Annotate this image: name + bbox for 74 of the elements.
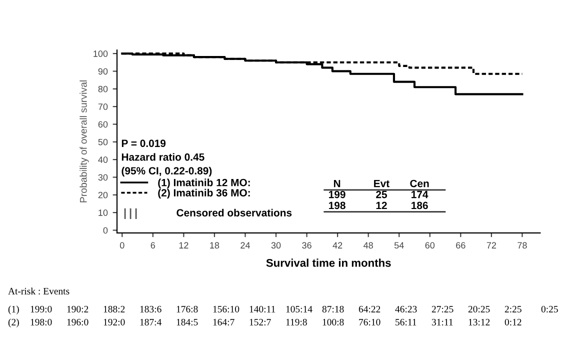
- text: 2:25: [504, 306, 522, 312]
- x-tick-label: 18: [210, 242, 220, 249]
- text: 187:4: [140, 318, 162, 326]
- text: 20:25: [468, 306, 490, 312]
- text: 184:5: [176, 318, 198, 326]
- text: 152:7: [250, 318, 271, 326]
- annotation: 25: [376, 190, 387, 198]
- text: 46:23: [395, 306, 417, 312]
- y-axis-title: Probability of overall survival: [80, 80, 89, 202]
- text: 192:0: [104, 318, 125, 326]
- annotation: (95% CI, 0.22-0.89): [122, 166, 212, 177]
- annotation: 12: [376, 202, 387, 210]
- text: 140:11: [250, 306, 276, 312]
- text: 0:12: [504, 318, 522, 326]
- annotation: 199: [329, 190, 346, 198]
- y-tick-label: 70: [98, 104, 108, 110]
- legend-label: (1) Imatinib 12 MO:: [158, 178, 250, 188]
- y-tick-label: 30: [98, 174, 108, 181]
- x-tick-label: 36: [302, 242, 312, 249]
- text: 13:12: [468, 318, 490, 326]
- text: 64:22: [358, 306, 380, 312]
- x-tick-label: 24: [240, 242, 250, 248]
- legend-label: (2) Imatinib 36 MO:: [158, 188, 250, 199]
- x-tick-label: 12: [179, 242, 188, 248]
- text: 100:8: [322, 318, 344, 326]
- x-tick-label: 54: [394, 242, 404, 249]
- annotation: Hazard ratio 0.45: [122, 153, 204, 161]
- text: 56:11: [396, 318, 416, 326]
- text: 190:2: [67, 306, 88, 312]
- text: 198:0: [30, 318, 52, 326]
- y-tick-label: 0: [103, 227, 108, 234]
- text: 76:10: [359, 318, 380, 326]
- annotation: N: [334, 180, 340, 188]
- text: 105:14: [286, 306, 312, 312]
- y-tick-label: 40: [98, 156, 108, 163]
- text: 196:0: [67, 318, 88, 326]
- y-tick-label: 10: [98, 210, 108, 216]
- y-tick-label: 60: [98, 121, 108, 128]
- text: (1): [8, 306, 19, 314]
- text: 199:0: [30, 306, 52, 312]
- x-tick-label: 0: [120, 242, 124, 249]
- text: 87:18: [322, 306, 344, 312]
- annotation: 198: [329, 202, 346, 210]
- text: 176:8: [176, 306, 198, 312]
- x-tick-label: 78: [518, 242, 527, 249]
- annotation: Evt: [374, 180, 390, 188]
- y-tick-label: 50: [98, 138, 108, 146]
- text: 164:7: [213, 318, 234, 326]
- text: At-risk : Events: [8, 288, 70, 294]
- text: 27:25: [432, 306, 454, 312]
- x-tick-label: 72: [486, 242, 496, 248]
- y-tick-label: 20: [98, 192, 108, 198]
- x-tick-label: 60: [425, 242, 435, 249]
- y-tick-label: 100: [94, 50, 108, 57]
- text: 188:2: [104, 306, 125, 312]
- text: 156:10: [213, 306, 240, 312]
- text: 183:6: [140, 306, 162, 312]
- x-tick-label: 48: [364, 242, 373, 249]
- x-axis-title: Survival time in months: [266, 258, 391, 267]
- text: 31:11: [432, 318, 453, 326]
- annotation: 186: [412, 202, 428, 210]
- annotation: Cen: [410, 180, 429, 188]
- annotation: 174: [412, 190, 428, 198]
- y-tick-label: 90: [98, 68, 108, 75]
- text: (2): [8, 318, 19, 328]
- text: 0:25: [541, 306, 558, 312]
- annotation: P = 0.019: [122, 140, 166, 148]
- x-tick-label: 30: [271, 242, 281, 249]
- text: 119:8: [286, 318, 307, 326]
- x-tick-label: 42: [332, 242, 342, 248]
- x-tick-label: 66: [456, 242, 466, 249]
- y-tick-label: 80: [98, 86, 108, 92]
- annotation: Censored observations: [176, 208, 292, 216]
- x-tick-label: 6: [150, 242, 156, 249]
